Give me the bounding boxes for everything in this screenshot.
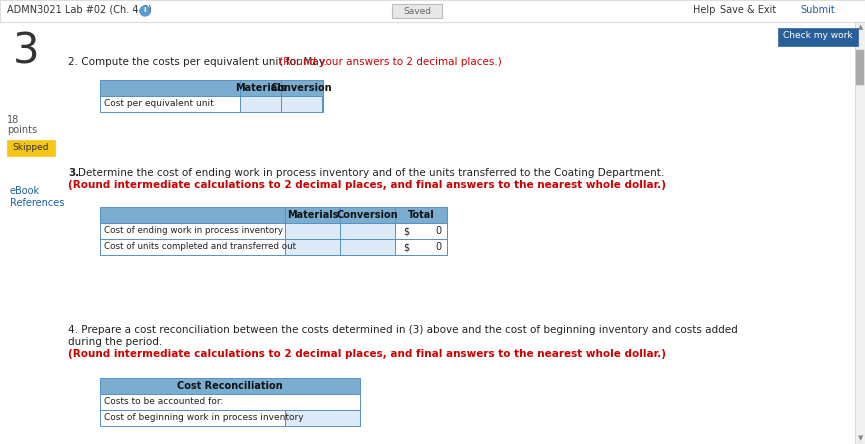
Text: Determine the cost of ending work in process inventory and of the units transfer: Determine the cost of ending work in pro…	[78, 168, 664, 178]
Bar	[100, 80, 323, 96]
Bar	[392, 4, 442, 18]
Bar	[395, 239, 447, 255]
Bar	[340, 239, 395, 255]
Bar	[100, 410, 360, 426]
Text: ▼: ▼	[858, 435, 863, 441]
Text: eBook: eBook	[10, 186, 40, 196]
Text: Help: Help	[693, 5, 715, 15]
Text: Materials: Materials	[234, 83, 286, 93]
Bar	[395, 223, 447, 239]
Text: Cost of units completed and transferred out: Cost of units completed and transferred …	[104, 242, 296, 251]
Bar	[240, 96, 281, 112]
Bar	[100, 378, 360, 394]
Bar	[0, 0, 865, 22]
Text: 4. Prepare a cost reconciliation between the costs determined in (3) above and t: 4. Prepare a cost reconciliation between…	[68, 325, 738, 335]
Text: 18: 18	[7, 115, 19, 125]
Bar	[340, 223, 395, 239]
Bar	[855, 22, 865, 444]
Bar	[281, 96, 322, 112]
Text: Total: Total	[407, 210, 434, 220]
Text: ADMN3021 Lab #02 (Ch. 4-6): ADMN3021 Lab #02 (Ch. 4-6)	[7, 5, 152, 15]
Text: $: $	[403, 242, 409, 252]
Bar	[285, 223, 340, 239]
Text: 3.: 3.	[68, 168, 80, 178]
Text: References: References	[10, 198, 64, 208]
Bar	[100, 207, 447, 223]
Text: Submit: Submit	[800, 5, 835, 15]
Bar	[100, 223, 447, 239]
Text: $: $	[403, 226, 409, 236]
Text: Save & Exit: Save & Exit	[720, 5, 776, 15]
Text: Cost per equivalent unit: Cost per equivalent unit	[104, 99, 214, 108]
Text: Cost of ending work in process inventory: Cost of ending work in process inventory	[104, 226, 283, 235]
Text: Skipped: Skipped	[13, 143, 49, 152]
Text: 0: 0	[435, 226, 441, 236]
Text: Saved: Saved	[403, 7, 431, 16]
Text: (Round intermediate calculations to 2 decimal places, and final answers to the n: (Round intermediate calculations to 2 de…	[68, 349, 666, 359]
Text: Cost Reconciliation: Cost Reconciliation	[177, 381, 283, 391]
Text: during the period.: during the period.	[68, 337, 163, 347]
Bar	[285, 410, 360, 426]
Text: Materials: Materials	[287, 210, 338, 220]
Text: (Round intermediate calculations to 2 decimal places, and final answers to the n: (Round intermediate calculations to 2 de…	[68, 180, 666, 190]
Bar	[285, 239, 340, 255]
Text: ▲: ▲	[858, 24, 863, 30]
Text: Check my work: Check my work	[783, 32, 853, 40]
Text: Costs to be accounted for:: Costs to be accounted for:	[104, 397, 223, 406]
Bar	[100, 239, 447, 255]
Text: Conversion: Conversion	[271, 83, 332, 93]
Text: i: i	[144, 7, 146, 13]
Bar	[100, 96, 323, 112]
Circle shape	[140, 6, 150, 16]
Bar	[856, 50, 864, 85]
Text: 2. Compute the costs per equivalent unit for May.: 2. Compute the costs per equivalent unit…	[68, 57, 327, 67]
Text: points: points	[7, 125, 37, 135]
Bar	[7, 140, 55, 156]
Text: Conversion: Conversion	[336, 210, 398, 220]
Text: Cost of beginning work in process inventory: Cost of beginning work in process invent…	[104, 413, 304, 422]
Text: (Round your answers to 2 decimal places.): (Round your answers to 2 decimal places.…	[276, 57, 502, 67]
Bar	[100, 394, 360, 410]
Bar	[778, 28, 858, 46]
Text: 0: 0	[435, 242, 441, 252]
Text: 3: 3	[13, 30, 40, 72]
